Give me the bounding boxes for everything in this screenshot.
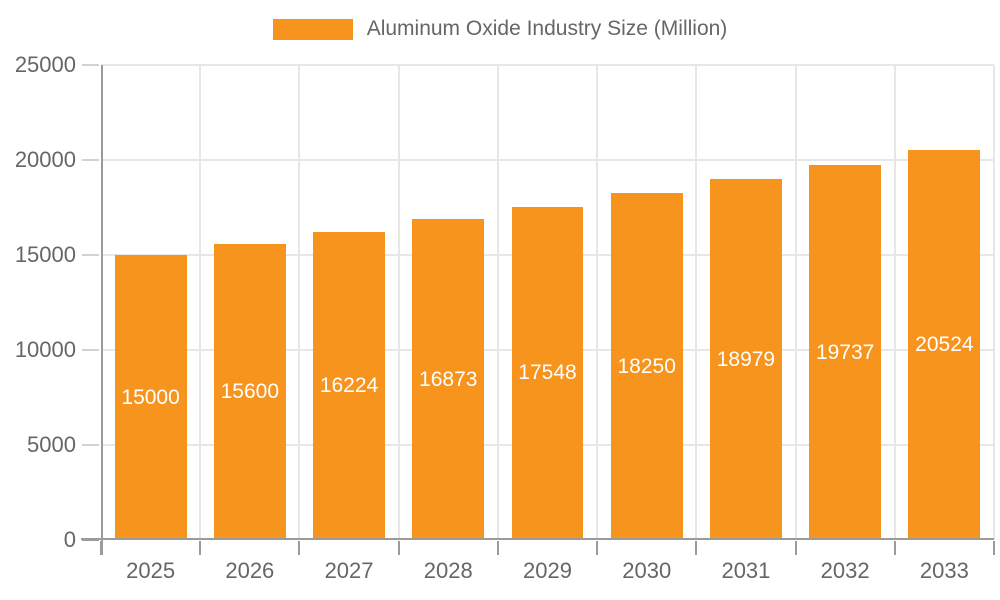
bar-2027[interactable]: 16224 [313,231,385,540]
y-axis-tick [82,444,99,446]
x-axis-tick [993,541,995,555]
v-gridline [794,65,797,540]
v-gridline [199,65,202,540]
x-axis-tick [695,541,698,555]
x-axis-tick [596,541,599,555]
bar-value-label: 15600 [220,379,280,403]
bar-2025[interactable]: 15000 [114,255,187,540]
bar-2029[interactable]: 17548 [511,206,584,540]
bar-2033[interactable]: 20524 [908,150,981,540]
v-gridline [496,65,499,540]
bar-2028[interactable]: 16873 [412,219,485,540]
legend-item[interactable]: Aluminum Oxide Industry Size (Million) [0,17,1000,41]
bar-2032[interactable]: 19737 [809,165,882,540]
plot-area: 15000 15600 16224 16873 17548 18250 18979 19737… [81,64,995,555]
x-axis-tick [794,541,797,555]
x-axis-tick-label: 2033 [919,558,969,583]
h-gridline [101,64,994,66]
bar-value-label: 19737 [815,340,875,364]
x-axis-tick [496,541,499,555]
x-axis-line [81,538,994,540]
y-axis-tick-label: 10000 [14,337,76,362]
v-gridline [596,65,599,540]
x-axis-tick [397,541,400,555]
y-axis: 0 5000 10000 15000 20000 25000 [0,52,76,552]
bar-value-label: 16873 [419,367,478,391]
x-axis-tick-label: 2030 [622,558,672,583]
legend-swatch-icon [272,18,353,40]
x-axis-tick-label: 2032 [820,558,870,583]
bar-value-label: 16224 [319,373,379,397]
y-axis-tick-label: 15000 [14,242,76,267]
x-axis-tick-label: 2029 [523,558,572,583]
bar-value-label: 15000 [121,385,180,409]
y-axis-tick [82,159,99,161]
bar-2026[interactable]: 15600 [213,243,286,540]
h-gridline [101,159,994,161]
x-axis-tick-label: 2027 [324,558,374,583]
bar-2031[interactable]: 18979 [709,179,782,540]
v-gridline [298,65,301,540]
y-axis-tick-label: 5000 [27,432,76,457]
legend-label: Aluminum Oxide Industry Size (Million) [366,17,728,40]
x-axis-tick-label: 2026 [225,558,275,583]
y-axis-tick [82,254,99,256]
bar-value-label: 18250 [617,354,676,378]
y-axis-line [101,65,103,555]
v-gridline [695,65,698,540]
v-gridline [893,65,896,540]
x-axis-tick [199,541,202,555]
x-axis-tick [893,541,896,555]
bar-value-label: 17548 [518,361,577,385]
y-axis-tick [82,539,99,541]
v-gridline [397,65,400,540]
y-axis-tick-label: 0 [63,527,76,552]
x-axis-tick [298,541,301,555]
x-axis-tick-label: 2031 [721,558,771,583]
x-axis-tick-label: 2025 [126,558,176,583]
bar-2030[interactable]: 18250 [610,193,683,540]
y-axis-tick [82,349,99,351]
x-axis: 2025 2026 2027 2028 2029 2030 2031 2032 2033 [101,558,994,588]
bar-value-label: 18979 [716,347,776,371]
y-axis-tick-label: 20000 [14,147,76,172]
x-axis-tick-label: 2028 [423,558,473,583]
y-axis-tick [82,64,99,66]
bar-value-label: 20524 [915,333,974,357]
y-axis-tick-label: 25000 [14,52,76,77]
v-gridline [993,65,995,540]
